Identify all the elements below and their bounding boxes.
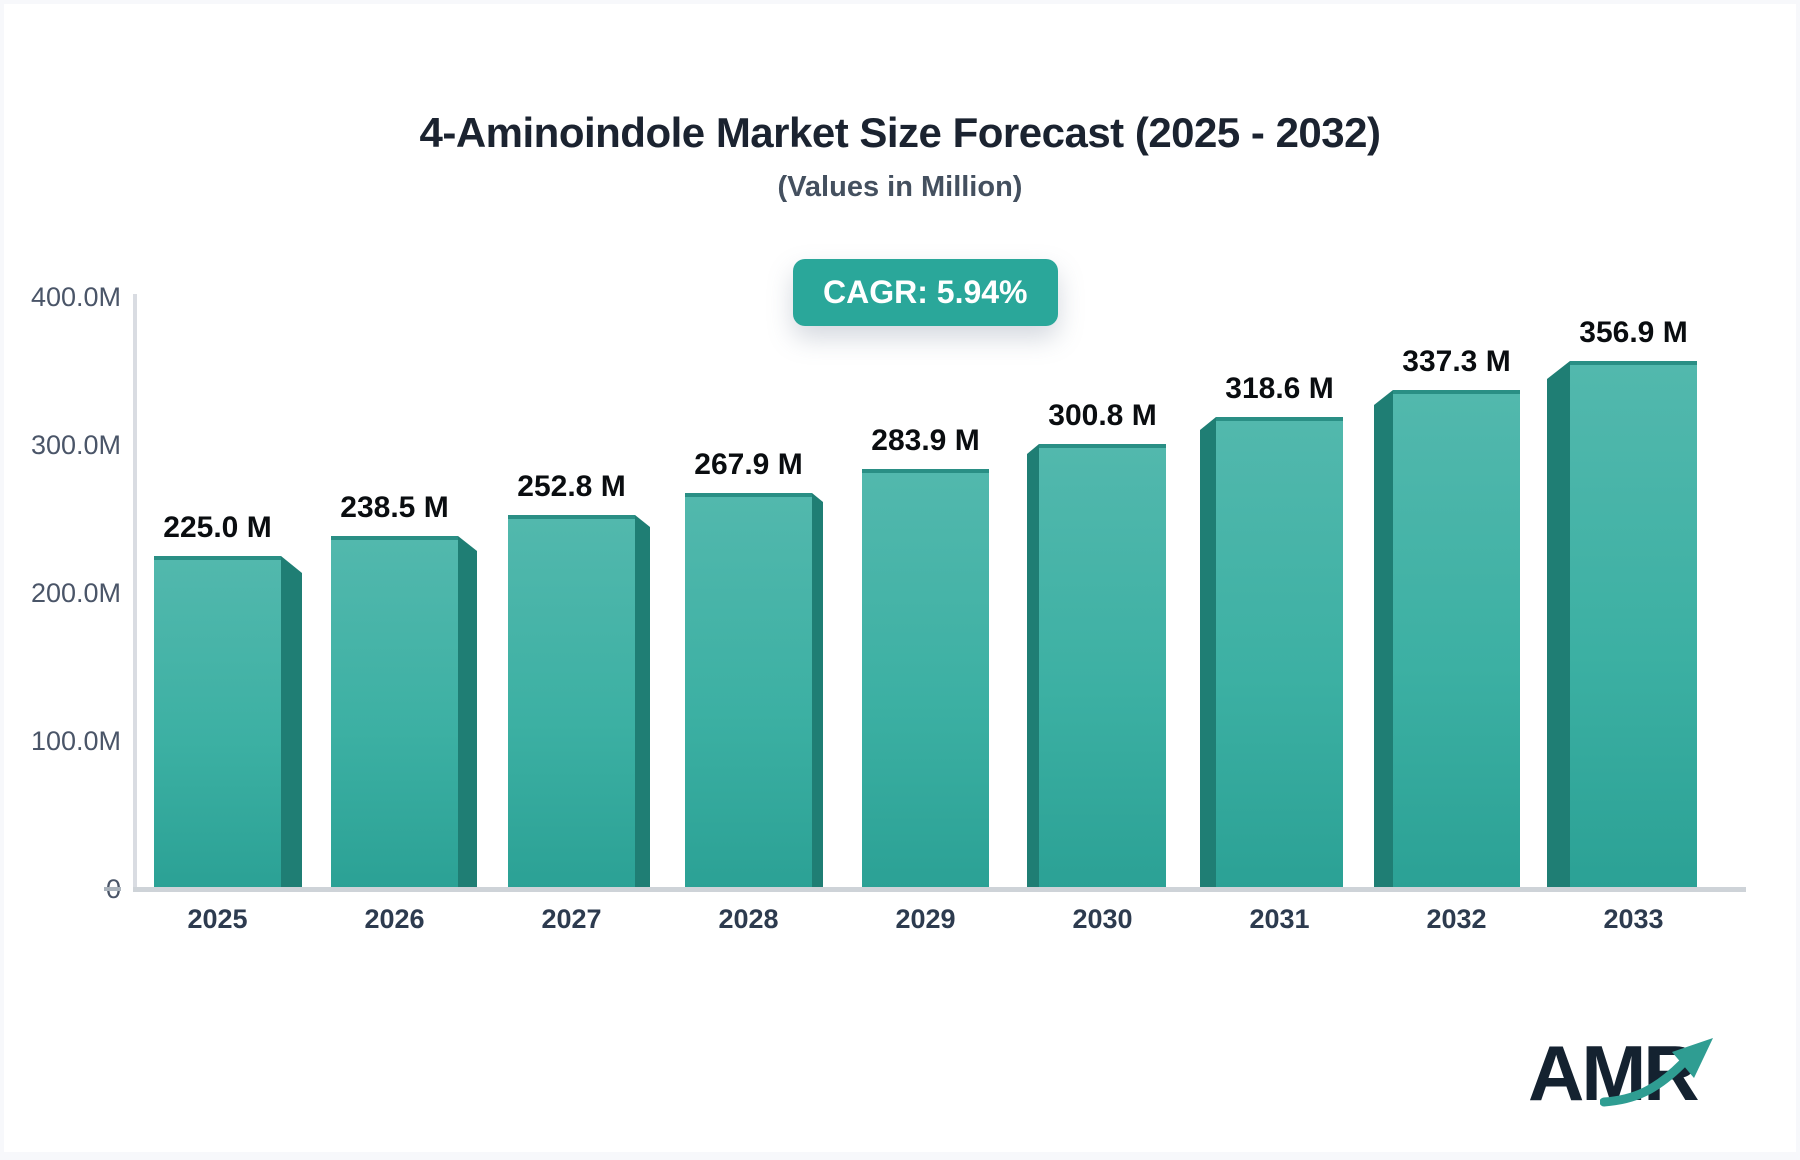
bar-2030 [1027, 444, 1166, 889]
y-axis-label-400: 400.0M [30, 282, 121, 312]
x-axis-label-2029: 2029 [895, 904, 956, 934]
chart-title: 4-Aminoindole Market Size Forecast (2025… [419, 109, 1381, 156]
x-axis-label-2026: 2026 [364, 904, 425, 934]
bar-side-2033 [1547, 361, 1570, 889]
bar-side-2030 [1027, 444, 1039, 889]
bar-face-2032 [1393, 390, 1520, 889]
chart-subtitle: (Values in Million) [777, 171, 1023, 203]
bar-side-2032 [1374, 390, 1393, 889]
x-axis-label-2027: 2027 [541, 904, 602, 934]
bar-value-label-2028: 267.9 M [694, 448, 803, 481]
bar-side-2027 [635, 515, 650, 889]
bar-value-label-2029: 283.9 M [871, 424, 980, 457]
bar-side-2026 [458, 536, 477, 889]
bar-face-2033 [1570, 361, 1697, 889]
bar-value-label-2032: 337.3 M [1402, 345, 1511, 378]
bar-2029 [862, 469, 989, 889]
bar-face-2030 [1039, 444, 1166, 889]
x-axis-label-2032: 2032 [1426, 904, 1487, 934]
bar-face-2027 [508, 515, 635, 889]
y-axis-line [133, 294, 137, 892]
bar-2033 [1547, 361, 1697, 889]
bar-2027 [508, 515, 650, 889]
bar-side-2028 [812, 493, 823, 889]
bar-2028 [685, 493, 823, 889]
cagr-badge: CAGR: 5.94% [793, 259, 1058, 326]
amr-logo: AMR [1528, 1034, 1713, 1112]
bar-face-2029 [862, 469, 989, 889]
x-axis-label-2025: 2025 [187, 904, 248, 934]
bar-side-2031 [1200, 417, 1216, 889]
bar-value-label-2033: 356.9 M [1579, 316, 1688, 349]
bar-face-2031 [1216, 417, 1343, 889]
x-axis-baseline [133, 887, 1746, 892]
x-axis-label-2031: 2031 [1249, 904, 1310, 934]
x-axis-label-2033: 2033 [1603, 904, 1664, 934]
zero-tick-mark [104, 887, 121, 891]
x-axis-label-2030: 2030 [1072, 904, 1133, 934]
bar-2031 [1200, 417, 1343, 889]
bar-face-2026 [331, 536, 458, 889]
bar-face-2028 [685, 493, 812, 889]
bar-value-label-2031: 318.6 M [1225, 372, 1334, 405]
bar-value-label-2030: 300.8 M [1048, 399, 1157, 432]
bar-side-2025 [281, 556, 302, 889]
bar-value-label-2027: 252.8 M [517, 470, 626, 503]
growth-arrow-icon [1600, 1038, 1713, 1107]
x-axis-label-2028: 2028 [718, 904, 779, 934]
bar-face-2025 [154, 556, 281, 889]
bar-2026 [331, 536, 477, 889]
chart-card: 4-Aminoindole Market Size Forecast (2025… [4, 4, 1796, 1152]
y-axis-label-200: 200.0M [30, 578, 121, 608]
bar-value-label-2025: 225.0 M [163, 511, 272, 544]
y-axis-label-300: 300.0M [30, 430, 121, 460]
bar-2032 [1374, 390, 1520, 889]
y-axis-label-100: 100.0M [30, 726, 121, 756]
bar-value-label-2026: 238.5 M [340, 491, 449, 524]
bar-2025 [154, 556, 302, 889]
